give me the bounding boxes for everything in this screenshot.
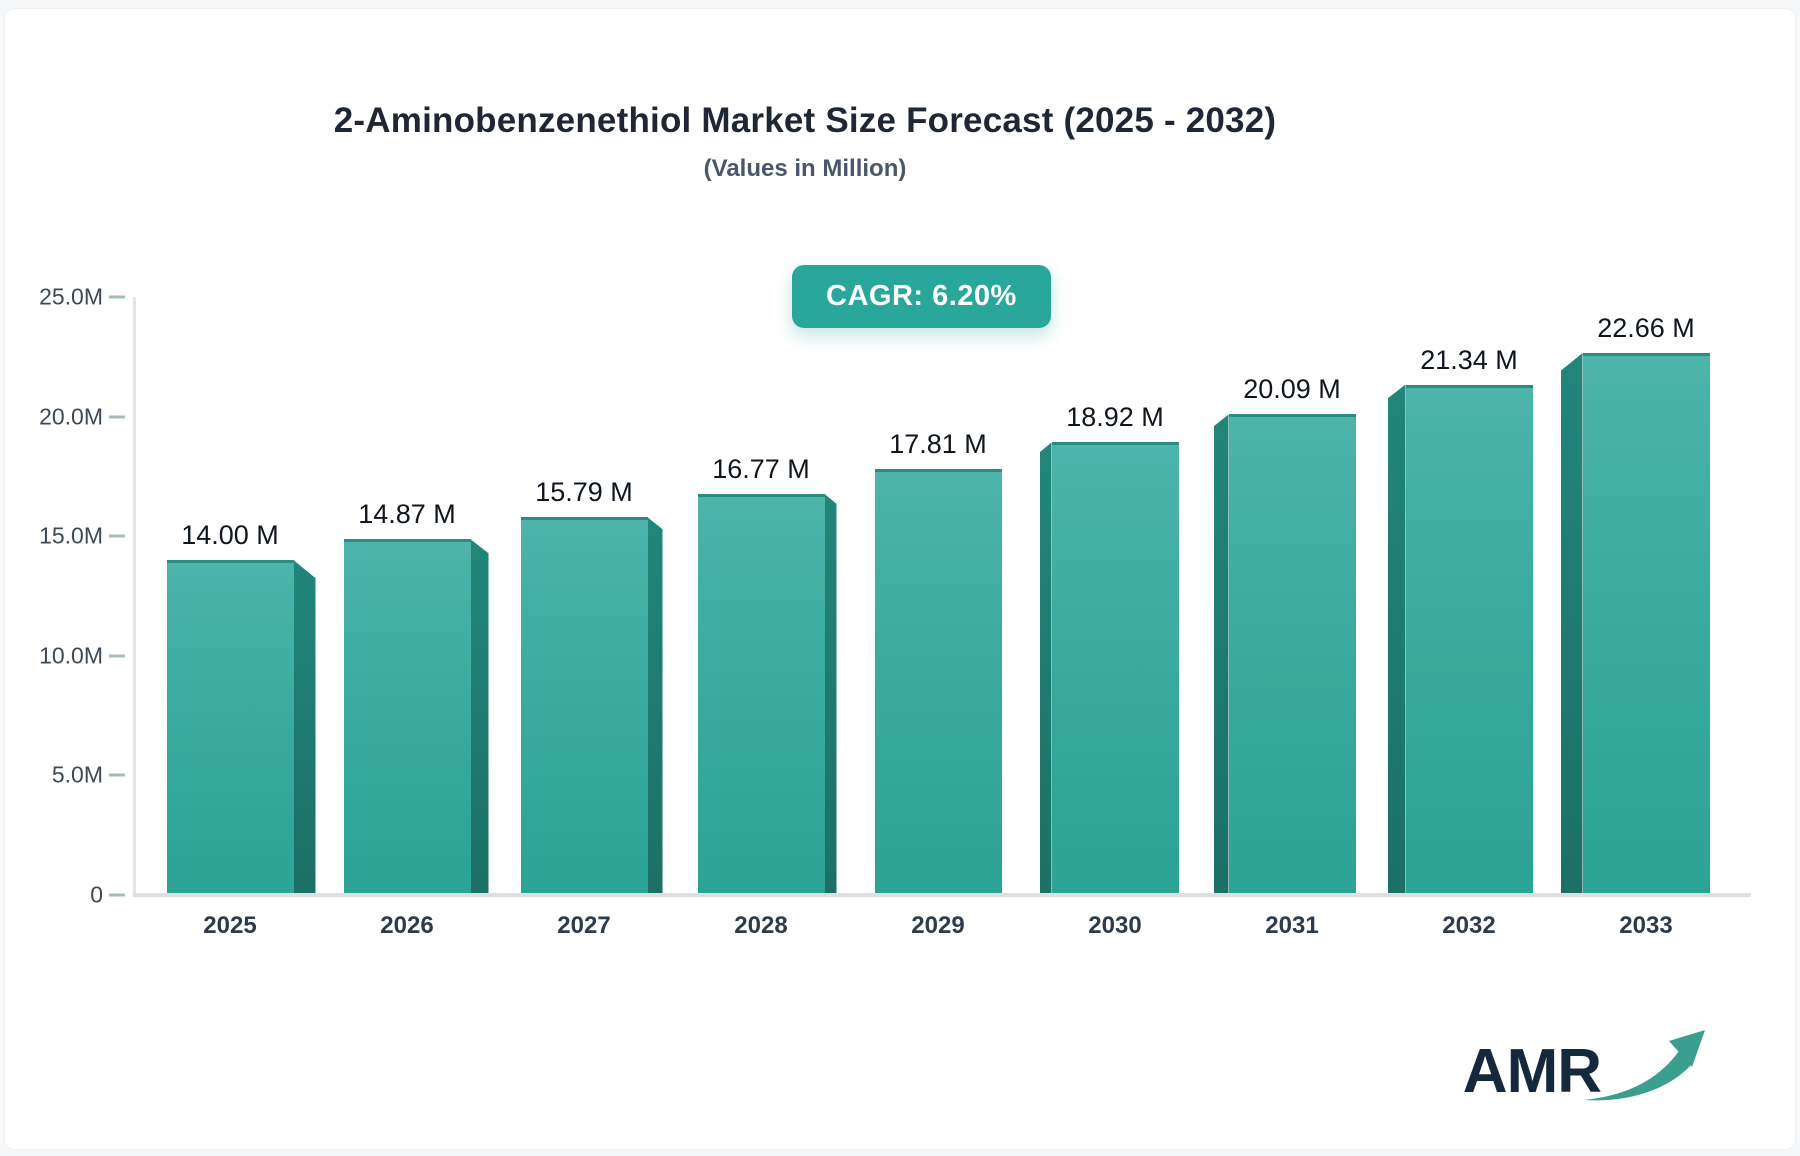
bar-side-face — [1039, 442, 1052, 895]
x-tick-label: 2030 — [1088, 912, 1142, 939]
bar-side-face — [824, 493, 837, 895]
bar-side-face — [470, 539, 489, 895]
x-tick-label: 2027 — [557, 912, 611, 939]
amr-logo: AMR — [1463, 1027, 1709, 1103]
bar-face — [1582, 352, 1710, 895]
x-tick-label: 2031 — [1265, 912, 1319, 939]
bar-side-face — [293, 560, 316, 895]
bar-chart: 25.0M 20.0M 15.0M 10.0M 5.0M 0 14.00 M 2025 14.… — [5, 9, 1795, 1149]
amr-logo-text: AMR — [1462, 1037, 1602, 1106]
bar-value-label: 22.66 M — [1597, 312, 1695, 343]
bar-side-face — [1387, 384, 1406, 895]
bar-face — [1051, 442, 1179, 895]
y-tick-label: 25.0M — [39, 283, 103, 310]
bar-face — [1405, 384, 1533, 895]
bar-value-label: 14.00 M — [181, 520, 279, 551]
bar-value-label: 18.92 M — [1066, 402, 1164, 433]
y-tick-label: 15.0M — [39, 522, 103, 549]
bar-value-label: 15.79 M — [535, 477, 633, 508]
bar-face — [697, 493, 825, 895]
bar-value-label: 14.87 M — [358, 499, 456, 530]
bar-side-face — [647, 517, 663, 895]
bar-face — [520, 517, 648, 895]
chart-card: 2-Aminobenzenethiol Market Size Forecast… — [4, 8, 1796, 1150]
bar-face — [343, 539, 471, 895]
y-tick-label: 20.0M — [39, 403, 103, 430]
y-tick-mark — [109, 654, 125, 658]
x-tick-label: 2033 — [1619, 912, 1673, 939]
y-tick-label: 0 — [90, 881, 103, 908]
x-tick-label: 2032 — [1442, 912, 1496, 939]
bar-side-face — [1560, 352, 1583, 895]
y-tick-mark — [109, 415, 125, 419]
bar-value-label: 16.77 M — [712, 453, 810, 484]
y-tick-mark — [109, 893, 125, 897]
y-tick-mark — [109, 773, 125, 777]
bar-value-label: 17.81 M — [889, 428, 987, 459]
bar-face — [1228, 414, 1356, 895]
bar-value-label: 20.09 M — [1243, 374, 1341, 405]
y-tick-label: 10.0M — [39, 642, 103, 669]
chart-header: 2-Aminobenzenethiol Market Size Forecast… — [5, 101, 1795, 183]
x-tick-label: 2025 — [203, 912, 257, 939]
cagr-badge: CAGR: 6.20% — [792, 265, 1051, 328]
bar-face — [874, 468, 1002, 895]
x-tick-label: 2029 — [911, 912, 965, 939]
bar-face — [166, 560, 294, 895]
y-tick-mark — [109, 295, 125, 299]
y-tick-mark — [109, 534, 125, 538]
y-axis-line — [133, 297, 136, 897]
bar-side-face — [1213, 414, 1229, 895]
growth-arrow-icon — [1583, 1030, 1705, 1101]
chart-title: 2-Aminobenzenethiol Market Size Forecast… — [333, 101, 1277, 140]
bar-value-label: 21.34 M — [1420, 344, 1518, 375]
cagr-label: CAGR: 6.20% — [826, 280, 1017, 312]
y-tick-label: 5.0M — [51, 761, 103, 788]
chart-subtitle: (Values in Million) — [703, 155, 907, 182]
x-axis-line — [133, 893, 1751, 897]
x-tick-label: 2026 — [380, 912, 434, 939]
x-tick-label: 2028 — [734, 912, 788, 939]
